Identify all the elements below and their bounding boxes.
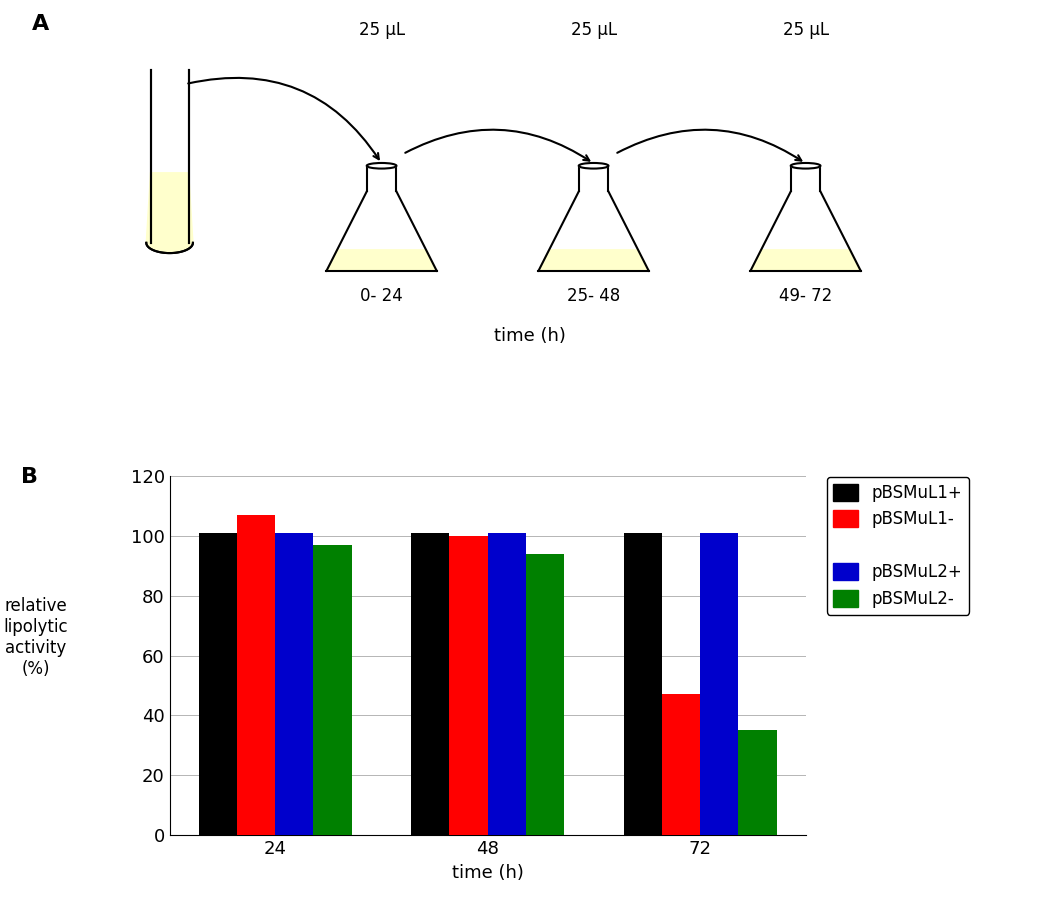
Bar — [701, 533, 739, 835]
Bar — [198, 533, 236, 835]
Polygon shape — [538, 250, 649, 271]
Text: 25 μL: 25 μL — [782, 21, 829, 39]
Bar — [411, 533, 449, 835]
Ellipse shape — [579, 163, 608, 169]
Text: time (h): time (h) — [494, 327, 566, 345]
Bar — [623, 533, 661, 835]
X-axis label: time (h): time (h) — [452, 864, 524, 882]
Text: 25 μL: 25 μL — [570, 21, 617, 39]
Text: relative
lipolytic
activity
(%): relative lipolytic activity (%) — [4, 597, 68, 678]
Polygon shape — [750, 250, 861, 271]
Text: 25 μL: 25 μL — [358, 21, 405, 39]
Text: 25- 48: 25- 48 — [567, 287, 620, 305]
Polygon shape — [146, 172, 193, 253]
Bar — [449, 536, 488, 835]
Bar — [314, 545, 352, 835]
Bar — [236, 515, 275, 835]
Ellipse shape — [367, 163, 396, 169]
Bar — [526, 554, 564, 835]
Polygon shape — [326, 250, 437, 271]
Bar — [739, 730, 777, 835]
Text: A: A — [32, 14, 49, 34]
Text: 0- 24: 0- 24 — [360, 287, 403, 305]
Bar — [661, 694, 701, 835]
Legend: pBSMuL1+, pBSMuL1-, , pBSMuL2+, pBSMuL2-: pBSMuL1+, pBSMuL1-, , pBSMuL2+, pBSMuL2- — [827, 477, 969, 614]
Bar — [275, 533, 314, 835]
Text: B: B — [21, 467, 38, 487]
Text: 49- 72: 49- 72 — [779, 287, 832, 305]
Ellipse shape — [791, 163, 820, 169]
Bar — [488, 533, 526, 835]
